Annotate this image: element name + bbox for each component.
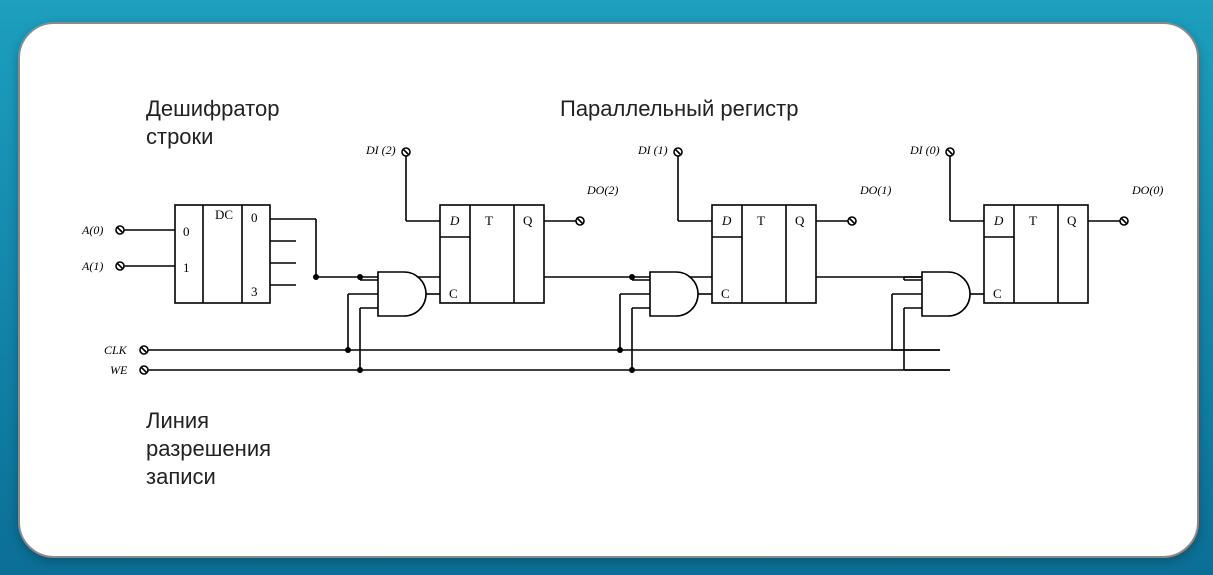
diagram-card: DC 0 1 0 3 A(0) A(1) bbox=[18, 22, 1199, 558]
svg-text:C: C bbox=[449, 286, 458, 301]
do2-label: DO(2) bbox=[586, 183, 618, 197]
svg-text:T: T bbox=[1029, 213, 1037, 228]
title-we-l1: Линия bbox=[146, 408, 209, 433]
title-decoder-l2: строки bbox=[146, 124, 213, 149]
circuit-svg: DC 0 1 0 3 A(0) A(1) bbox=[20, 24, 1197, 556]
a1-label: A(1) bbox=[81, 259, 103, 273]
clk-rail: CLK bbox=[104, 343, 940, 357]
a0-label: A(0) bbox=[81, 223, 103, 237]
and-gate-0 bbox=[892, 272, 984, 370]
we-rail: WE bbox=[110, 363, 950, 377]
decoder-in-0: 0 bbox=[183, 224, 190, 239]
di0-label: DI (0) bbox=[909, 143, 940, 157]
svg-text:D: D bbox=[449, 213, 460, 228]
decoder-label: DC bbox=[215, 207, 233, 222]
svg-text:Q: Q bbox=[795, 213, 805, 228]
and-gate-1 bbox=[617, 272, 712, 373]
svg-text:D: D bbox=[993, 213, 1004, 228]
addr-inputs: A(0) A(1) bbox=[81, 223, 175, 273]
select-rail bbox=[296, 219, 922, 280]
do0-label: DO(0) bbox=[1131, 183, 1163, 197]
svg-text:T: T bbox=[757, 213, 765, 228]
title-decoder-l1: Дешифратор bbox=[146, 96, 279, 121]
svg-text:Q: Q bbox=[1067, 213, 1077, 228]
we-label: WE bbox=[110, 363, 128, 377]
svg-text:T: T bbox=[485, 213, 493, 228]
svg-text:Q: Q bbox=[523, 213, 533, 228]
clk-label: CLK bbox=[104, 343, 128, 357]
di2-label: DI (2) bbox=[365, 143, 396, 157]
svg-text:C: C bbox=[721, 286, 730, 301]
do1-label: DO(1) bbox=[859, 183, 891, 197]
title-register: Параллельный регистр bbox=[560, 96, 798, 121]
decoder-in-1: 1 bbox=[183, 260, 190, 275]
title-we-l2: разрешения bbox=[146, 436, 271, 461]
decoder-out-0: 0 bbox=[251, 210, 258, 225]
svg-text:C: C bbox=[993, 286, 1002, 301]
title-we-l3: записи bbox=[146, 464, 216, 489]
svg-text:D: D bbox=[721, 213, 732, 228]
and-gate-2 bbox=[345, 272, 440, 373]
decoder-block: DC 0 1 0 3 bbox=[175, 205, 296, 303]
decoder-out-3: 3 bbox=[251, 284, 258, 299]
di1-label: DI (1) bbox=[637, 143, 668, 157]
